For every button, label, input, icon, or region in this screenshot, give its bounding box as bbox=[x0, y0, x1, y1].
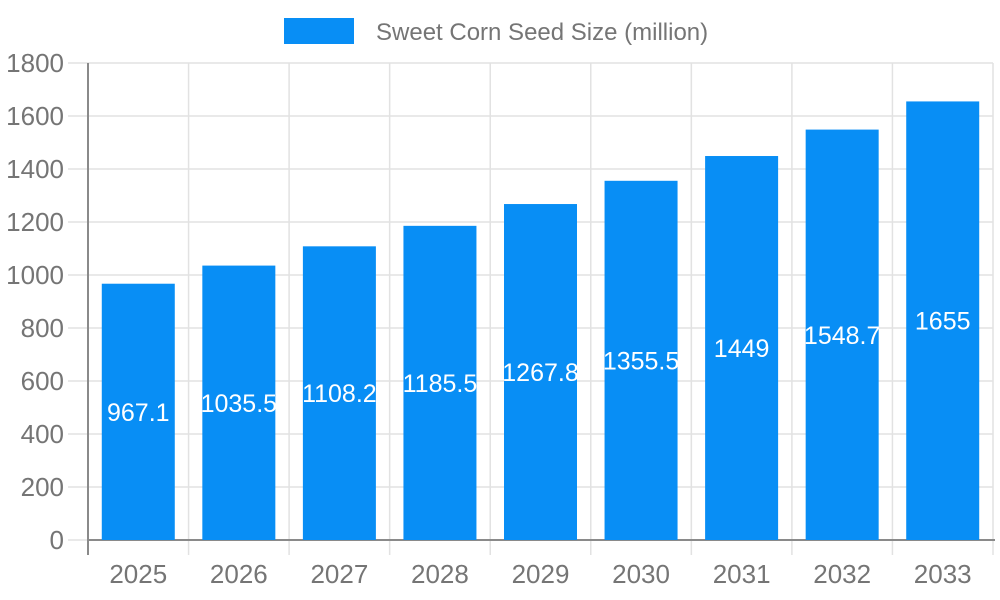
legend-swatch[interactable] bbox=[284, 18, 354, 44]
bar-value-label: 1185.5 bbox=[403, 370, 478, 398]
x-axis-label: 2032 bbox=[813, 559, 871, 589]
y-axis-label: 200 bbox=[21, 472, 64, 502]
x-axis-label: 2031 bbox=[713, 559, 771, 589]
bar[interactable] bbox=[906, 101, 980, 541]
tick-label-layer: 0 200 400 600 800 1000 1200 1400 1600 1800 2025 202… bbox=[6, 48, 971, 589]
y-axis-label: 0 bbox=[50, 525, 64, 555]
bar-value-label: 1108.2 bbox=[302, 380, 377, 408]
bars-layer: 967.1 1035.5 1108.2 1185.5 1267.8 1355.5 1449 1… bbox=[101, 101, 980, 541]
bar-value-label: 1655 bbox=[915, 308, 971, 336]
x-axis-label: 2026 bbox=[210, 559, 268, 589]
bar-value-label: 1449 bbox=[714, 335, 770, 363]
bar-value-label: 1548.7 bbox=[804, 322, 880, 350]
bar[interactable] bbox=[101, 283, 175, 540]
y-axis-label: 1200 bbox=[6, 207, 64, 237]
y-axis-label: 800 bbox=[21, 313, 64, 343]
bar[interactable] bbox=[202, 265, 276, 540]
bar[interactable] bbox=[302, 246, 376, 540]
y-axis-label: 1600 bbox=[6, 101, 64, 131]
y-axis-label: 1000 bbox=[6, 260, 64, 290]
y-axis-label: 1800 bbox=[6, 48, 64, 78]
y-axis-label: 400 bbox=[21, 419, 64, 449]
legend-label: Sweet Corn Seed Size (million) bbox=[376, 19, 708, 46]
bar[interactable] bbox=[504, 204, 577, 540]
bar[interactable] bbox=[604, 180, 678, 541]
bar-value-label: 1035.5 bbox=[201, 390, 277, 418]
bar-value-label: 967.1 bbox=[107, 399, 170, 427]
legend[interactable]: Sweet Corn Seed Size (million) bbox=[284, 18, 708, 46]
bar-value-label: 1355.5 bbox=[603, 347, 679, 375]
x-axis-label: 2028 bbox=[411, 559, 469, 589]
x-axis-label: 2033 bbox=[914, 559, 972, 589]
bar[interactable] bbox=[403, 225, 477, 540]
x-axis-label: 2030 bbox=[612, 559, 670, 589]
y-axis-label: 600 bbox=[21, 366, 64, 396]
bar[interactable] bbox=[805, 129, 879, 541]
x-axis-label: 2027 bbox=[310, 559, 368, 589]
bar[interactable] bbox=[705, 156, 779, 540]
x-axis-label: 2029 bbox=[512, 559, 570, 589]
x-axis-label: 2025 bbox=[109, 559, 167, 589]
bar-value-label: 1267.8 bbox=[502, 359, 578, 387]
y-axis-label: 1400 bbox=[6, 154, 64, 184]
